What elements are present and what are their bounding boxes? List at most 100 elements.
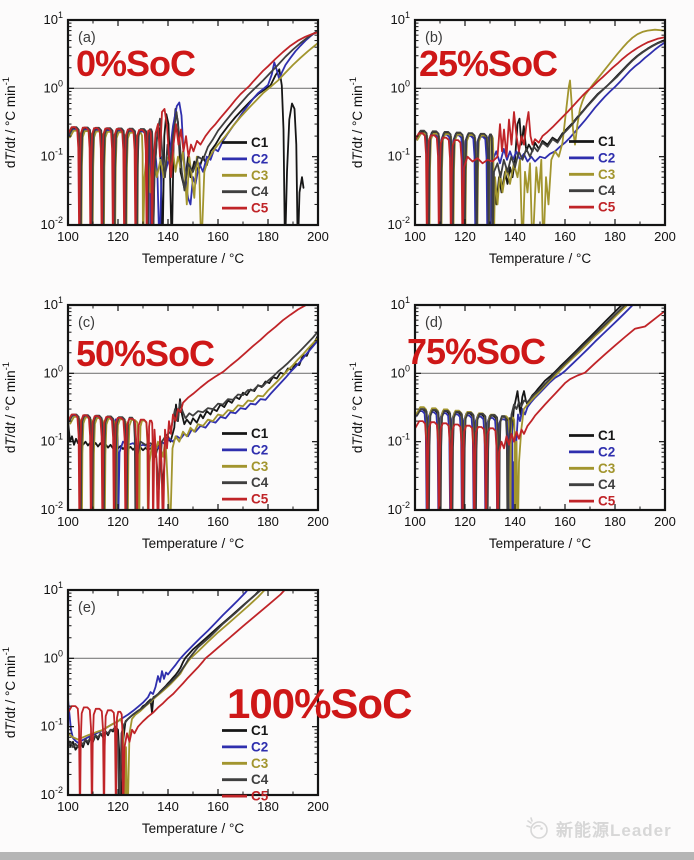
svg-text:100: 100 [57,514,79,529]
svg-text:140: 140 [157,799,179,814]
svg-text:101: 101 [44,580,63,597]
legend-label-C5: C5 [251,201,269,216]
watermark: 新能源Leader [524,815,672,841]
svg-text:101: 101 [44,295,63,312]
svg-text:10-1: 10-1 [41,147,63,164]
series-group [68,29,318,225]
panel-a-chart: 100 120 140 160 180 200 10-2 10-1 100 101 Temperat… [1,10,329,266]
svg-text:160: 160 [554,514,576,529]
svg-text:180: 180 [257,229,279,244]
x-tick-labels: 100 120 140 160 180 200 [57,514,329,529]
panel-d: 100 120 140 160 180 200 10-2 10-1 100 101 Temperat… [347,285,694,570]
footer-bar [0,852,694,860]
legend-label-C3: C3 [251,756,269,771]
legend-label-C4: C4 [598,477,616,492]
svg-text:100: 100 [57,799,79,814]
legend-label-C3: C3 [598,167,616,182]
legend-label-C5: C5 [251,492,269,507]
series-C2 [68,590,249,744]
series-group [415,305,665,510]
svg-text:10-2: 10-2 [388,500,410,517]
legend-label-C1: C1 [598,134,616,149]
svg-text:180: 180 [257,799,279,814]
svg-text:140: 140 [157,229,179,244]
legend-label-C3: C3 [251,459,269,474]
svg-text:100: 100 [44,363,63,380]
svg-text:180: 180 [604,229,626,244]
svg-text:200: 200 [654,514,676,529]
x-tick-labels: 100 120 140 160 180 200 [404,514,676,529]
x-axis-title: Temperature / °C [142,251,244,266]
legend-label-C4: C4 [251,772,269,787]
series-C5 [68,590,286,795]
svg-text:100: 100 [391,363,410,380]
svg-text:100: 100 [404,229,426,244]
y-axis-title: dT/dt / °C min-1 [1,647,18,738]
y-axis-title: dT/dt / °C min-1 [348,77,365,168]
svg-text:180: 180 [257,514,279,529]
svg-text:160: 160 [207,799,229,814]
legend-label-C4: C4 [251,475,269,490]
svg-text:120: 120 [454,514,476,529]
y-axis-title: dT/dt / °C min-1 [1,77,18,168]
svg-text:101: 101 [391,295,410,312]
axis-ticks [67,589,319,796]
panel-e-chart: 100 120 140 160 180 200 10-2 10-1 100 101 Temperat… [1,580,413,836]
svg-text:101: 101 [391,10,410,27]
panel-a: 100 120 140 160 180 200 10-2 10-1 100 101 Temperat… [0,0,347,285]
svg-text:101: 101 [44,10,63,27]
svg-text:10-1: 10-1 [41,432,63,449]
legend-label-C2: C2 [251,151,268,166]
series-C5 [415,36,665,225]
y-axis-title: dT/dt / °C min-1 [1,362,18,453]
svg-text:160: 160 [554,229,576,244]
svg-text:200: 200 [307,229,329,244]
y-tick-labels: 10-2 10-1 100 101 [388,295,410,517]
panel-b-chart: 100 120 140 160 180 200 10-2 10-1 100 101 Temperat… [348,10,676,266]
svg-text:200: 200 [307,799,329,814]
legend-label-C2: C2 [251,442,268,457]
svg-text:140: 140 [504,514,526,529]
legend-label-C5: C5 [598,200,616,215]
y-axis-title: dT/dt / °C min-1 [348,362,365,453]
svg-text:140: 140 [504,229,526,244]
soc-label: 50%SoC [76,333,215,374]
chick-logo-icon [526,817,548,839]
legend-label-C5: C5 [598,494,616,509]
svg-text:100: 100 [44,78,63,95]
x-axis-title: Temperature / °C [142,821,244,836]
svg-text:10-2: 10-2 [388,215,410,232]
series-C5 [415,310,665,510]
legend-label-C1: C1 [251,723,269,738]
svg-text:100: 100 [391,78,410,95]
soc-label: 100%SoC [227,680,412,727]
legend-label-C3: C3 [598,461,616,476]
legend-label-C3: C3 [251,168,269,183]
svg-text:10-1: 10-1 [388,147,410,164]
svg-text:100: 100 [57,229,79,244]
axis-ticks [414,19,666,226]
x-tick-labels: 100 120 140 160 180 200 [404,229,676,244]
legend-label-C2: C2 [251,739,268,754]
svg-text:160: 160 [207,514,229,529]
series-group [68,590,286,795]
soc-label: 25%SoC [419,43,558,84]
panel-c-chart: 100 120 140 160 180 200 10-2 10-1 100 101 Temperat… [1,295,329,551]
panel-letter-label: (d) [425,315,443,331]
axis-ticks [67,304,319,511]
axis-ticks [414,304,666,511]
svg-text:120: 120 [107,514,129,529]
soc-label: 0%SoC [76,43,196,84]
legend-label-C1: C1 [598,428,616,443]
soc-label: 75%SoC [407,331,546,372]
svg-text:120: 120 [107,229,129,244]
svg-text:10-1: 10-1 [41,717,63,734]
svg-text:10-2: 10-2 [41,215,63,232]
series-C5 [68,31,318,225]
